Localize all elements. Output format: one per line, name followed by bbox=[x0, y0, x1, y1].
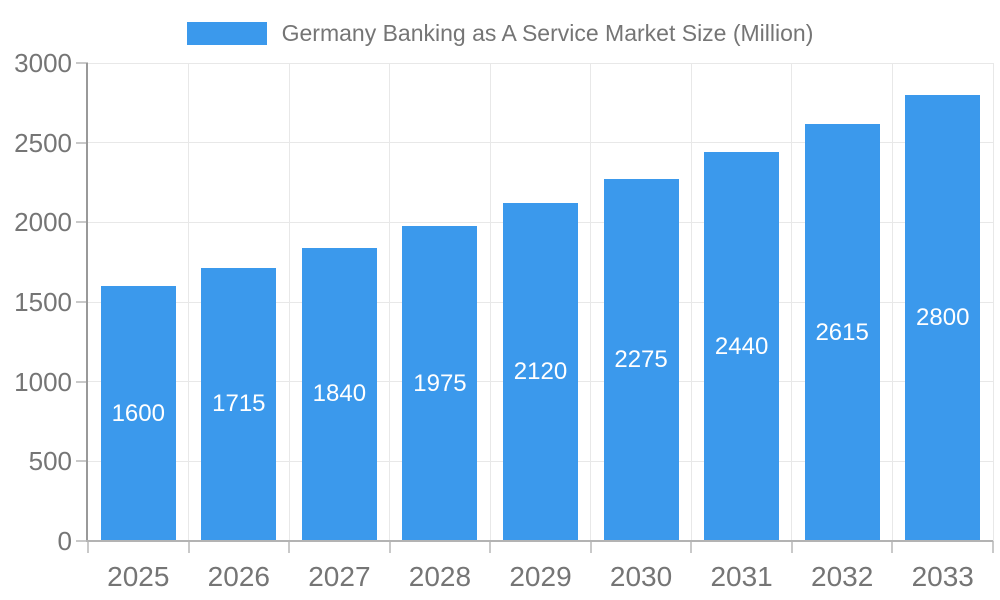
x-axis-label: 2031 bbox=[710, 561, 773, 592]
x-axis-label: 2029 bbox=[509, 561, 572, 592]
y-axis-label: 1000 bbox=[14, 366, 72, 397]
y-axis-label: 2000 bbox=[14, 207, 72, 238]
y-axis-tick bbox=[76, 62, 88, 64]
bar-value-label: 2800 bbox=[916, 303, 970, 331]
bar-value-label: 2120 bbox=[513, 358, 568, 386]
x-axis-tick bbox=[187, 541, 190, 553]
y-axis-label: 3000 bbox=[14, 48, 72, 78]
h-gridline bbox=[88, 142, 993, 144]
bar-value-label: 1975 bbox=[413, 369, 467, 397]
v-gridline bbox=[590, 63, 592, 541]
bar bbox=[804, 124, 880, 541]
y-axis-label: 1500 bbox=[14, 287, 72, 317]
x-axis-line bbox=[86, 540, 993, 542]
bar bbox=[201, 267, 277, 541]
bar-value-label: 2615 bbox=[815, 318, 869, 346]
bar bbox=[603, 178, 679, 541]
v-gridline bbox=[489, 63, 491, 541]
x-axis-tick bbox=[87, 541, 89, 553]
bar bbox=[503, 203, 578, 541]
x-axis-tick bbox=[992, 541, 994, 553]
v-gridline bbox=[389, 63, 391, 541]
y-axis-line bbox=[86, 63, 88, 541]
x-axis-tick bbox=[489, 541, 492, 553]
v-gridline bbox=[891, 63, 893, 541]
x-axis-tick bbox=[690, 541, 693, 553]
x-axis-tick bbox=[388, 541, 391, 553]
y-axis-tick bbox=[76, 540, 88, 542]
x-axis-tick bbox=[589, 541, 592, 553]
x-axis-tick bbox=[891, 541, 894, 553]
v-gridline bbox=[992, 63, 994, 541]
bar-value-label: 2440 bbox=[714, 332, 769, 360]
legend[interactable]: Germany Banking as A Service Market Size… bbox=[0, 20, 1000, 47]
y-axis-tick bbox=[76, 301, 88, 303]
y-axis-tick bbox=[76, 221, 88, 224]
y-axis-label: 0 bbox=[57, 526, 72, 556]
bar-value-label: 1600 bbox=[111, 399, 165, 427]
x-axis-tick bbox=[288, 541, 291, 553]
x-axis-label: 2033 bbox=[911, 561, 974, 592]
x-axis-label: 2028 bbox=[408, 561, 472, 592]
bar bbox=[905, 94, 981, 541]
bar bbox=[402, 226, 478, 541]
bar-value-label: 1715 bbox=[212, 390, 266, 418]
legend-label: Germany Banking as A Service Market Size… bbox=[281, 20, 814, 46]
v-gridline bbox=[690, 63, 692, 541]
bar bbox=[100, 286, 176, 541]
h-gridline bbox=[88, 62, 993, 64]
y-axis-tick bbox=[76, 460, 88, 463]
bar bbox=[704, 152, 780, 541]
v-gridline bbox=[188, 63, 190, 541]
bar-value-label: 2275 bbox=[614, 345, 668, 373]
x-axis-label: 2026 bbox=[207, 561, 270, 592]
v-gridline bbox=[288, 63, 290, 541]
v-gridline bbox=[791, 63, 793, 541]
x-axis-label: 2032 bbox=[811, 561, 874, 592]
x-axis-label: 2025 bbox=[107, 561, 170, 592]
x-axis-label: 2027 bbox=[308, 561, 371, 592]
x-axis-label: 2030 bbox=[609, 561, 673, 592]
y-axis-label: 500 bbox=[28, 446, 72, 477]
y-axis-tick bbox=[76, 141, 88, 144]
legend-swatch bbox=[186, 22, 267, 45]
y-axis-tick bbox=[76, 380, 88, 383]
bar-value-label: 1840 bbox=[312, 380, 367, 408]
y-axis-label: 2500 bbox=[14, 127, 72, 158]
bar bbox=[301, 247, 377, 541]
x-axis-tick bbox=[790, 541, 793, 553]
